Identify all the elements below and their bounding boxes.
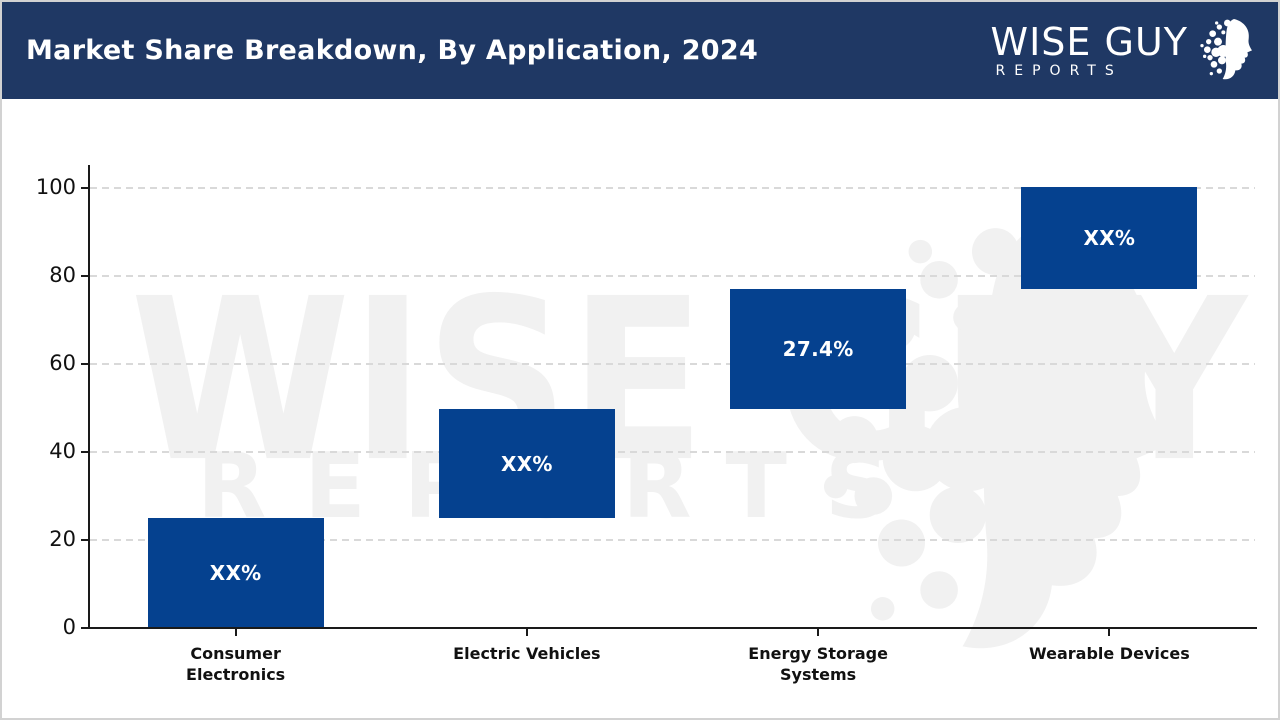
y-tick-mark: [81, 627, 88, 629]
y-tick-label: 60: [49, 351, 76, 375]
y-tick-label: 100: [35, 175, 76, 199]
page-title: Market Share Breakdown, By Application, …: [26, 35, 759, 66]
brand-name: WISE GUY: [990, 20, 1188, 64]
y-tick-label: 20: [49, 527, 76, 551]
y-tick-mark: [81, 451, 88, 453]
bar-value-label: XX%: [500, 451, 553, 476]
y-tick-label: 80: [49, 263, 76, 287]
bar-value-label: 27.4%: [782, 336, 854, 361]
gridline: [90, 275, 1255, 277]
x-tick-mark: [1108, 629, 1111, 636]
brand-logo: WISE GUY REPORTS: [991, 16, 1254, 86]
category-label: Consumer Electronics: [186, 644, 286, 685]
y-axis-line: [88, 165, 90, 629]
x-axis-line: [88, 627, 1257, 629]
gridline: [90, 539, 1255, 541]
gridline: [90, 363, 1255, 365]
bar-segment: XX%: [147, 518, 324, 627]
category-label: Wearable Devices: [1029, 644, 1190, 663]
x-tick-mark: [817, 629, 820, 636]
x-tick-mark: [525, 629, 528, 636]
bar-segment: 27.4%: [730, 288, 907, 410]
gridline: [90, 451, 1255, 453]
bar-segment: XX%: [1021, 187, 1198, 289]
header-bar: Market Share Breakdown, By Application, …: [2, 2, 1278, 99]
dotted-head-icon: [1194, 16, 1254, 86]
y-tick-mark: [81, 275, 88, 277]
bar-value-label: XX%: [209, 560, 262, 585]
bar-value-label: XX%: [1083, 225, 1136, 250]
y-tick-label: 0: [62, 615, 76, 639]
y-tick-mark: [81, 363, 88, 365]
brand-subname: REPORTS: [995, 63, 1123, 79]
gridline: [90, 187, 1255, 189]
category-label: Electric Vehicles: [453, 644, 601, 663]
y-tick-mark: [81, 539, 88, 541]
brand-wordmark: WISE GUY REPORTS: [991, 23, 1188, 78]
category-label: Energy Storage Systems: [748, 644, 888, 685]
y-tick-mark: [81, 187, 88, 189]
x-tick-mark: [234, 629, 237, 636]
y-tick-label: 40: [49, 439, 76, 463]
bar-segment: XX%: [438, 409, 615, 519]
